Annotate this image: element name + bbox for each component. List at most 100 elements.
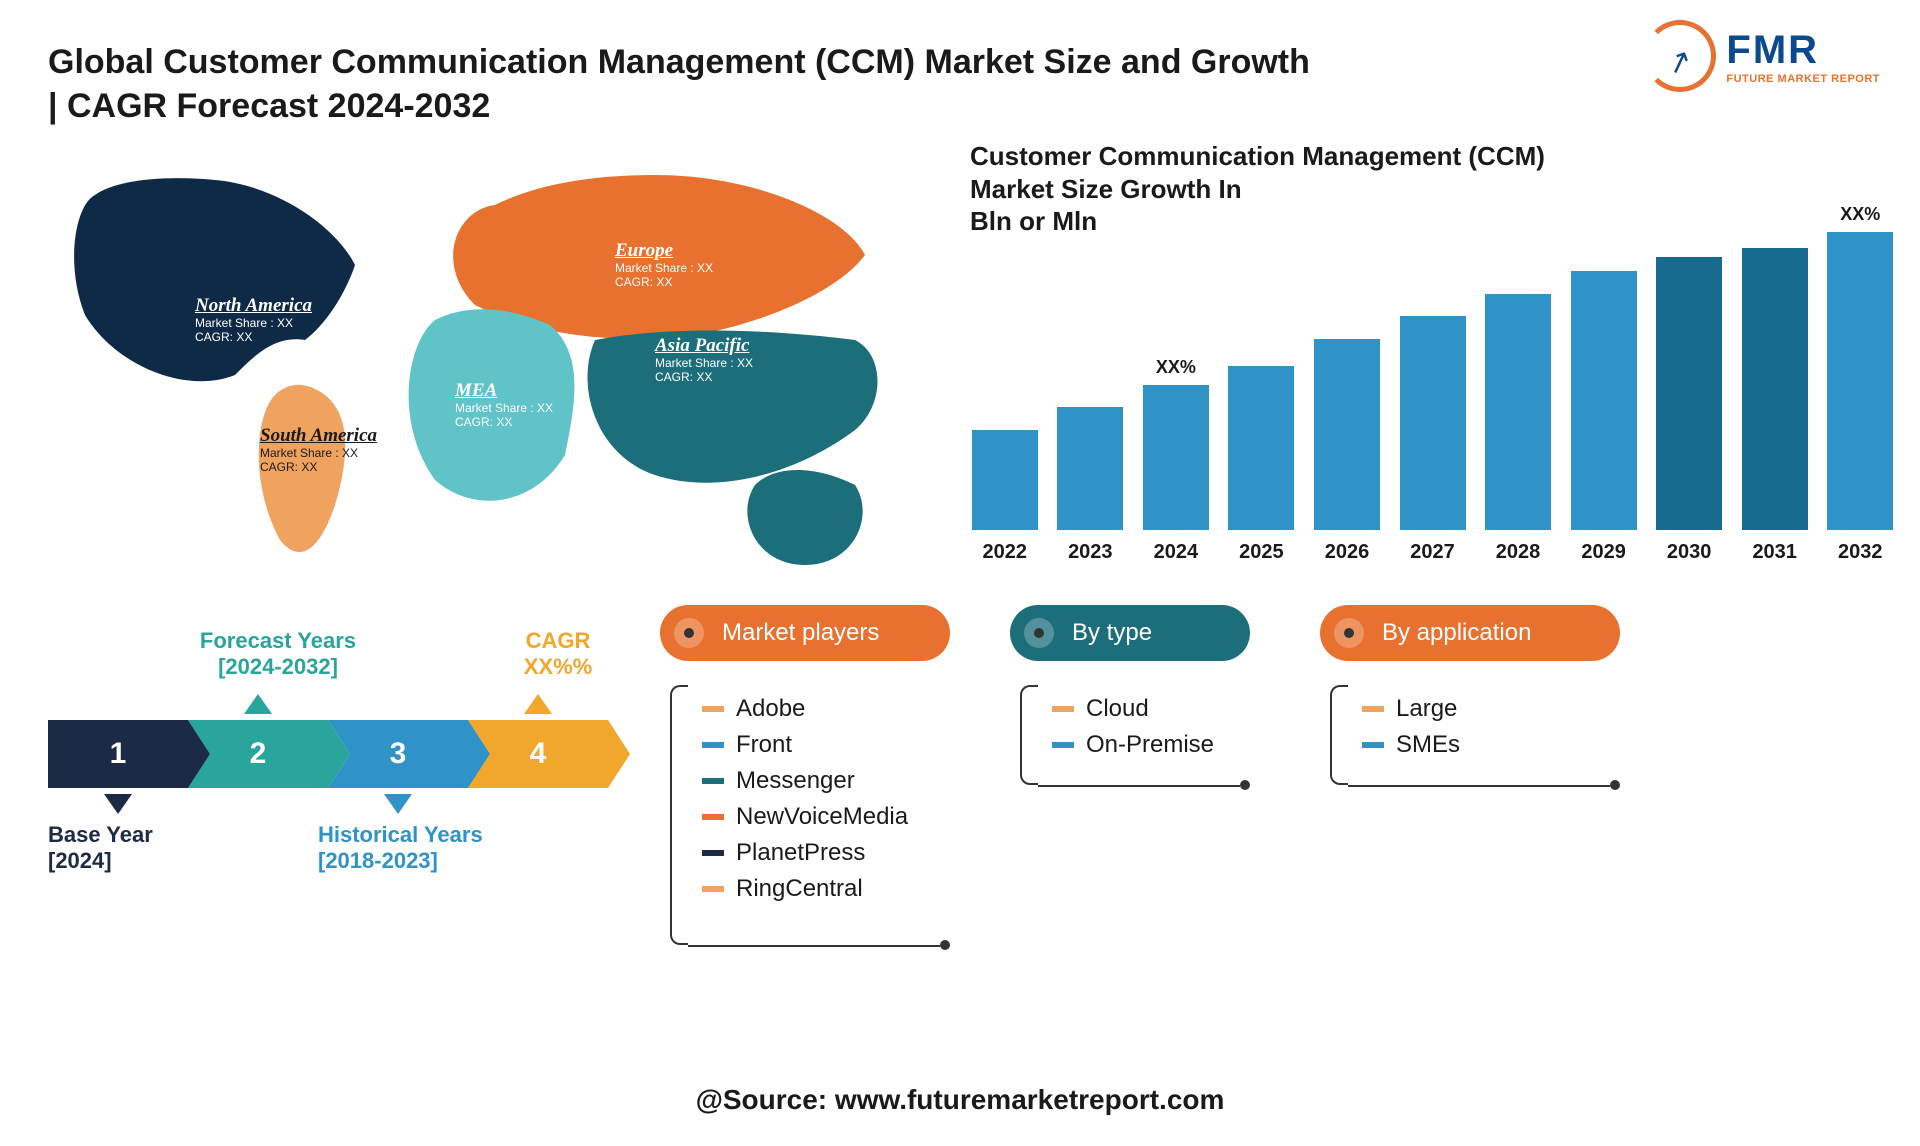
bar-2032: 2032XX% [1825,232,1895,530]
pointer-0 [104,794,132,814]
title-line1: Global Customer Communication Management… [48,43,1310,81]
bracket-by-type [1020,685,1038,785]
bracket-line [688,945,940,947]
bar-annotation: XX% [1156,357,1196,378]
list-item: Messenger [702,767,908,795]
bar-chart: Customer Communication Management (CCM) … [970,140,1895,570]
list-item: Front [702,731,908,759]
list-label: Large [1396,695,1457,723]
bar-rect [1143,385,1209,530]
bar-rect [1485,294,1551,530]
list-market-players: Adobe Front Messenger NewVoiceMedia PlanetPr… [702,695,908,911]
bar-rect [1228,366,1294,530]
logo-circle-icon: ↗ [1644,20,1716,92]
bar-2027: 2027 [1398,316,1468,530]
timeline-text-2: Historical Years[2018-2023] [318,822,518,875]
tick-icon [702,850,724,856]
region-label-south-america: South AmericaMarket Share : XXCAGR: XX [260,425,377,474]
list-item: PlanetPress [702,839,908,867]
list-label: On-Premise [1086,731,1214,759]
list-item: On-Premise [1052,731,1214,759]
list-label: RingCentral [736,875,863,903]
bar-2025: 2025 [1227,366,1297,530]
list-label: Front [736,731,792,759]
list-by-type: Cloud On-Premise [1052,695,1214,767]
world-map: North AmericaMarket Share : XXCAGR: XX So… [55,145,925,575]
pointer-3 [524,694,552,714]
tick-icon [702,778,724,784]
list-item: Cloud [1052,695,1214,723]
bar-2022: 2022 [970,430,1040,530]
bar-label: 2028 [1496,541,1541,564]
fmr-logo: ↗ FMR FUTURE MARKET REPORT [1644,20,1880,92]
tick-icon [1362,742,1384,748]
bar-2030: 2030 [1654,257,1724,530]
logo-text: FMR FUTURE MARKET REPORT [1726,28,1880,85]
tick-icon [702,742,724,748]
pill-dot-icon [674,618,704,648]
bar-label: 2022 [983,541,1028,564]
logo-arrow-icon: ↗ [1662,42,1698,83]
pointer-1 [244,694,272,714]
timeline-text-0: Base Year[2024] [48,822,248,875]
list-label: Adobe [736,695,805,723]
bar-rect [1656,257,1722,530]
region-label-north-america: North AmericaMarket Share : XXCAGR: XX [195,295,312,344]
logo-sub: FUTURE MARKET REPORT [1726,73,1880,85]
list-label: Messenger [736,767,855,795]
timeline-seg-1: 1 [48,720,188,788]
bar-rect [972,430,1038,530]
pill-by-application: By application [1320,605,1620,661]
source-text: @Source: www.futuremarketreport.com [0,1084,1920,1116]
bar-label: 2024 [1154,541,1199,564]
bar-rect [1400,316,1466,530]
bars-container: 202220232024XX%2025202620272028202920302… [970,220,1895,530]
pill-title: By application [1382,619,1531,647]
list-item: Adobe [702,695,908,723]
pill-by-type: By type [1010,605,1250,661]
bar-label: 2030 [1667,541,1712,564]
bar-label: 2025 [1239,541,1284,564]
title-line2: | CAGR Forecast 2024-2032 [48,87,490,125]
list-label: Cloud [1086,695,1149,723]
pill-title: By type [1072,619,1152,647]
pill-market-players: Market players [660,605,950,661]
bracket-line [1348,785,1610,787]
bar-rect [1827,232,1893,530]
bar-label: 2027 [1410,541,1455,564]
bar-2023: 2023 [1056,407,1126,530]
bracket-dot [1610,780,1620,790]
bracket-market-players [670,685,688,945]
bar-label: 2023 [1068,541,1113,564]
tick-icon [1052,706,1074,712]
list-label: NewVoiceMedia [736,803,908,831]
region-label-europe: EuropeMarket Share : XXCAGR: XX [615,240,713,289]
bracket-line [1038,785,1240,787]
bar-2026: 2026 [1312,339,1382,530]
list-item: NewVoiceMedia [702,803,908,831]
list-item: RingCentral [702,875,908,903]
bar-label: 2026 [1325,541,1370,564]
tick-icon [1052,742,1074,748]
bar-rect [1742,248,1808,530]
tick-icon [1362,706,1384,712]
bar-2028: 2028 [1483,294,1553,530]
bar-rect [1571,271,1637,530]
pill-dot-icon [1024,618,1054,648]
bar-label: 2032 [1838,541,1883,564]
list-label: PlanetPress [736,839,865,867]
list-item: SMEs [1362,731,1460,759]
bracket-dot [1240,780,1250,790]
bar-label: 2029 [1581,541,1626,564]
tick-icon [702,814,724,820]
bar-label: 2031 [1752,541,1797,564]
page-title: Global Customer Communication Management… [48,40,1310,128]
bar-2029: 2029 [1569,271,1639,530]
region-north-america [74,178,355,381]
bar-2031: 2031 [1740,248,1810,530]
bar-2024: 2024XX% [1141,385,1211,530]
bar-rect [1314,339,1380,530]
bracket-dot [940,940,950,950]
bar-rect [1057,407,1123,530]
map-svg [55,145,925,575]
